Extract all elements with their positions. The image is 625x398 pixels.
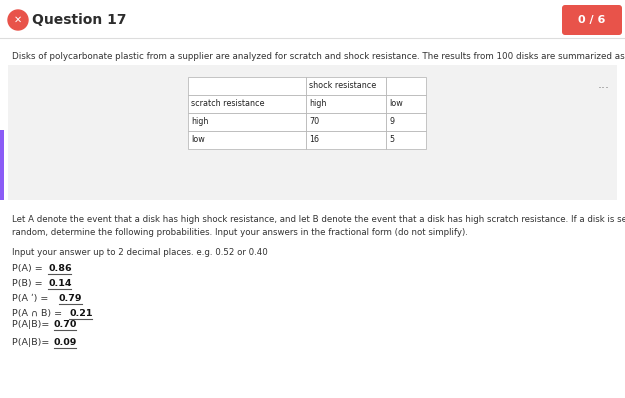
Text: Disks of polycarbonate plastic from a supplier are analyzed for scratch and shoc: Disks of polycarbonate plastic from a su… (12, 52, 625, 61)
Text: 0.21: 0.21 (69, 309, 92, 318)
Text: 0.79: 0.79 (59, 294, 82, 303)
Text: 0 / 6: 0 / 6 (578, 15, 606, 25)
Text: Let A denote the event that a disk has high shock resistance, and let B denote t: Let A denote the event that a disk has h… (12, 215, 625, 224)
Text: 5: 5 (389, 135, 394, 144)
Text: 70: 70 (309, 117, 319, 127)
Text: ✕: ✕ (14, 15, 22, 25)
Bar (8, 65, 617, 200)
Bar (188, 131, 306, 149)
Text: P(A ʹ) =: P(A ʹ) = (12, 294, 51, 303)
Text: 0.70: 0.70 (54, 320, 77, 329)
Text: 9: 9 (389, 117, 394, 127)
Text: 0.86: 0.86 (48, 264, 72, 273)
Text: shock resistance: shock resistance (309, 82, 376, 90)
Text: high: high (309, 100, 326, 109)
Text: 0.14: 0.14 (48, 279, 72, 288)
Text: P(B) =: P(B) = (12, 279, 46, 288)
Bar (188, 113, 306, 131)
Text: P(A|B)=: P(A|B)= (12, 320, 52, 329)
Bar (306, 131, 386, 149)
Bar (386, 131, 426, 149)
Text: high: high (191, 117, 208, 127)
Text: Question 17: Question 17 (32, 13, 126, 27)
Bar (188, 77, 306, 95)
Bar (306, 113, 386, 131)
Bar (188, 95, 306, 113)
Bar (306, 95, 386, 113)
Text: ...: ... (598, 78, 610, 92)
Bar (386, 95, 426, 113)
Bar (0, 130, 4, 200)
Bar (386, 113, 426, 131)
Text: low: low (389, 100, 402, 109)
Circle shape (8, 10, 28, 30)
Text: random, determine the following probabilities. Input your answers in the fractio: random, determine the following probabil… (12, 228, 468, 237)
Text: 0.09: 0.09 (54, 338, 77, 347)
Text: low: low (191, 135, 205, 144)
Text: P(A ∩ B) =: P(A ∩ B) = (12, 309, 65, 318)
Text: P(A) =: P(A) = (12, 264, 46, 273)
Text: Input your answer up to 2 decimal places. e.g. 0.52 or 0.40: Input your answer up to 2 decimal places… (12, 248, 268, 257)
Bar (306, 77, 386, 95)
Bar (386, 77, 426, 95)
Text: scratch resistance: scratch resistance (191, 100, 264, 109)
Text: P(A|B)=: P(A|B)= (12, 338, 52, 347)
Text: 16: 16 (309, 135, 319, 144)
FancyBboxPatch shape (562, 5, 622, 35)
